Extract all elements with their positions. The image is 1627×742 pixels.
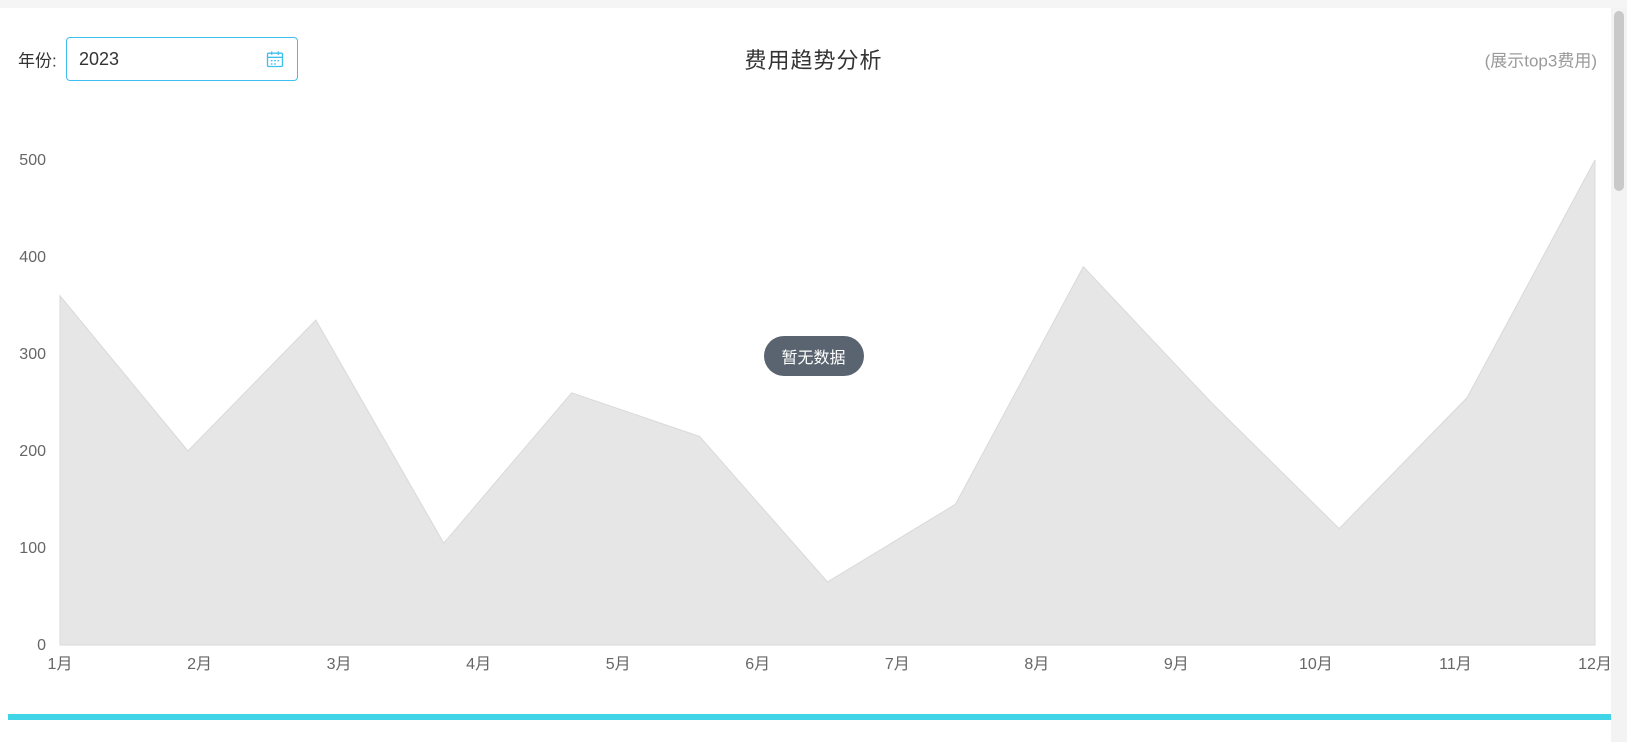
chart-title: 费用趋势分析 <box>744 43 882 75</box>
x-tick-label: 4月 <box>466 656 491 673</box>
top-bar <box>0 0 1627 8</box>
x-tick-label: 6月 <box>745 656 770 673</box>
x-tick-label: 2月 <box>187 656 212 673</box>
x-tick-label: 5月 <box>606 656 631 673</box>
y-tick-label: 0 <box>37 637 46 654</box>
x-tick-label: 8月 <box>1024 656 1049 673</box>
y-tick-label: 100 <box>19 540 46 557</box>
year-picker-value: 2023 <box>79 49 265 70</box>
y-tick-label: 500 <box>19 152 46 169</box>
scrollbar-thumb[interactable] <box>1614 11 1624 191</box>
header-row: 年份: 2023 费用趋势分析 (展示top3费用) <box>0 36 1627 82</box>
year-label: 年份: <box>18 47 57 72</box>
y-tick-label: 400 <box>19 249 46 266</box>
chart-subtitle: (展示top3费用) <box>1485 47 1597 72</box>
vertical-scrollbar[interactable] <box>1611 8 1627 742</box>
y-tick-label: 200 <box>19 443 46 460</box>
area-series <box>60 160 1595 645</box>
year-picker[interactable]: 2023 <box>66 37 298 81</box>
x-tick-label: 3月 <box>327 656 352 673</box>
x-tick-label: 7月 <box>885 656 910 673</box>
x-tick-label: 10月 <box>1299 656 1333 673</box>
no-data-badge: 暂无数据 <box>763 336 863 376</box>
bottom-accent-bar <box>8 714 1619 720</box>
chart-area: 0 100 200 300 400 500 1月 2月 3月 4月 5月 6月 7月 8月 9月 10月 11月… <box>0 100 1627 682</box>
area-chart-svg: 0 100 200 300 400 500 1月 2月 3月 4月 5月 6月 7月 8月 9月 10月 11月… <box>0 100 1627 682</box>
x-tick-label: 11月 <box>1439 656 1472 673</box>
calendar-icon <box>265 49 285 69</box>
no-data-badge-text: 暂无数据 <box>781 350 845 367</box>
x-tick-label: 1月 <box>48 656 73 673</box>
x-tick-label: 12月 <box>1578 656 1612 673</box>
y-tick-label: 300 <box>19 346 46 363</box>
x-tick-label: 9月 <box>1164 656 1189 673</box>
